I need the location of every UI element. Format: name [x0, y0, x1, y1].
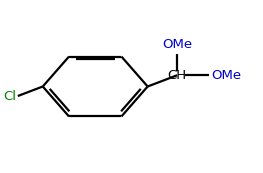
Text: Cl: Cl — [3, 89, 17, 103]
Text: CH: CH — [168, 69, 187, 82]
Text: OMe: OMe — [162, 38, 192, 51]
Text: OMe: OMe — [211, 69, 241, 82]
